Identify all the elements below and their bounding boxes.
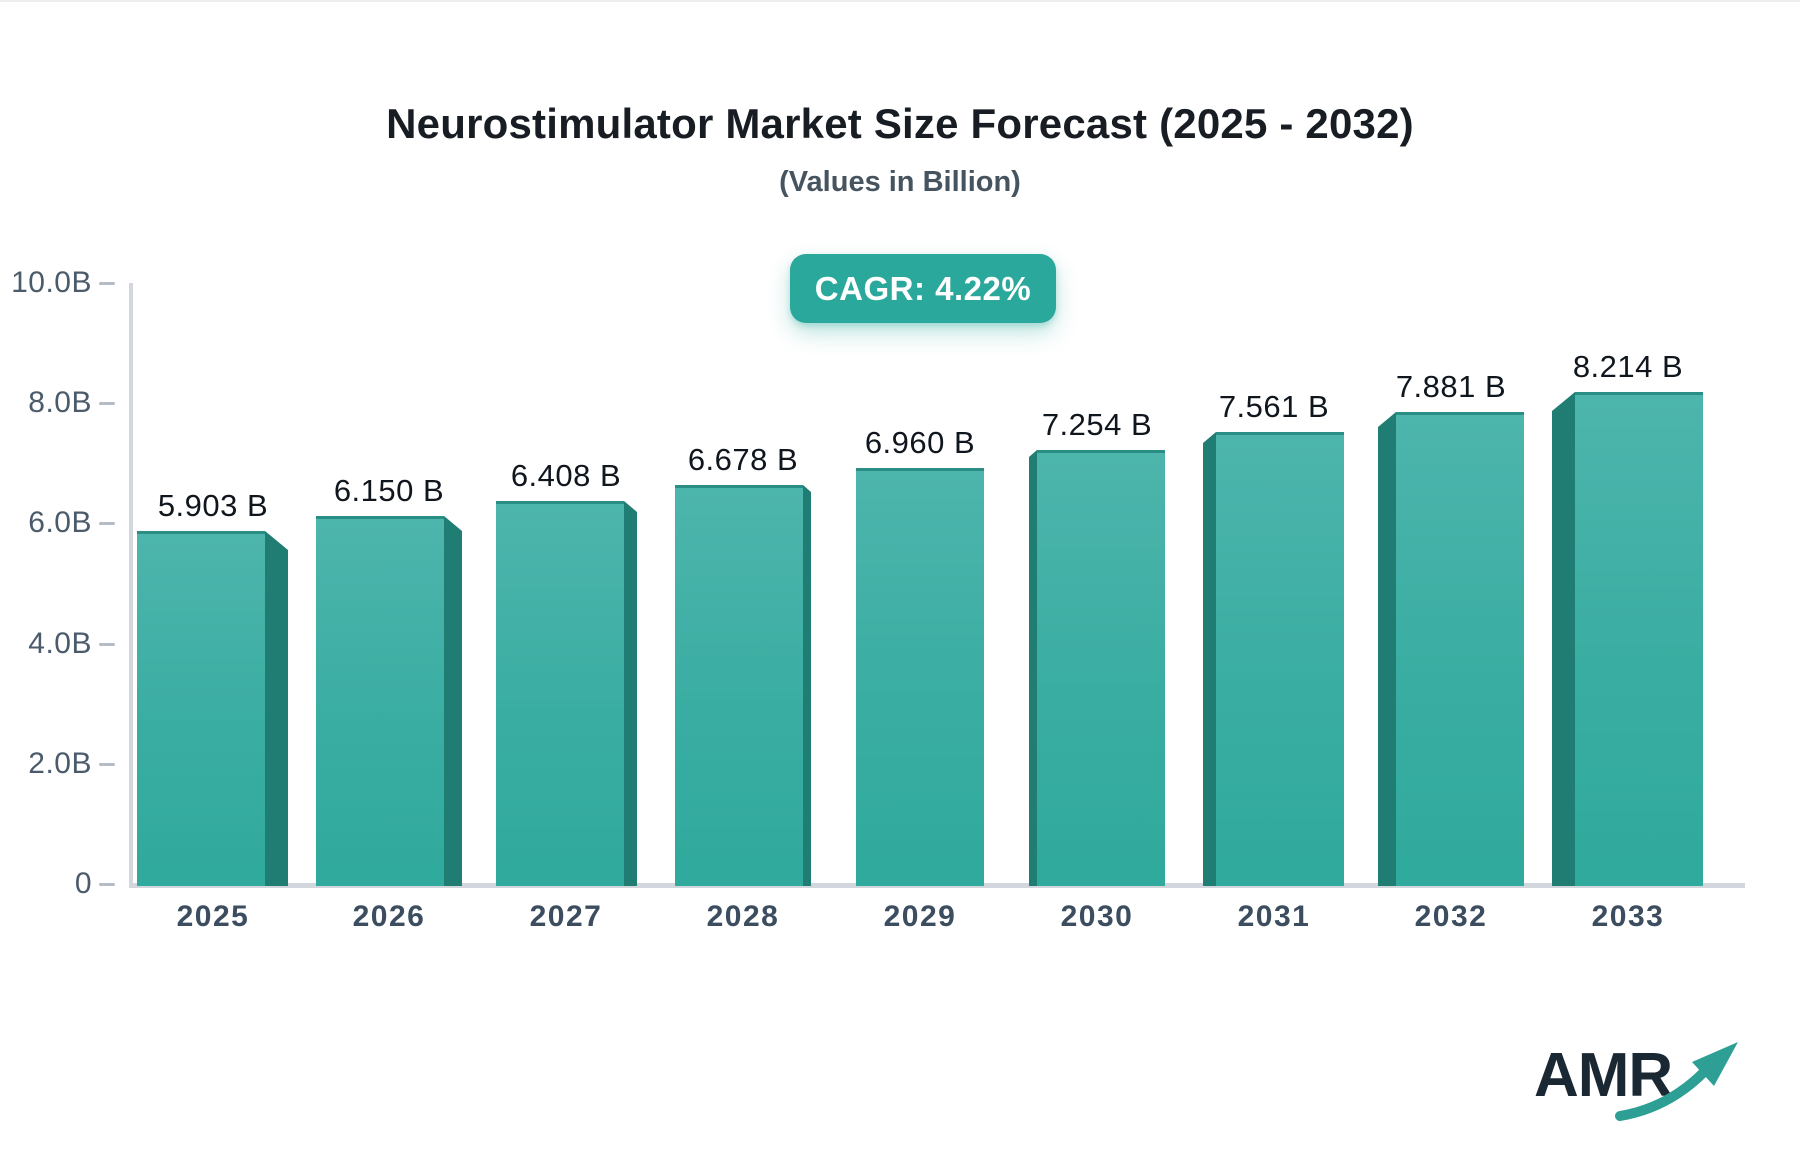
top-border-line (0, 0, 1800, 2)
y-axis-tick (99, 883, 115, 886)
x-axis-category-label: 2032 (1414, 900, 1488, 933)
bar-main-face (316, 516, 444, 886)
bar-value-label: 6.960 B (864, 425, 976, 460)
bar-value-label: 7.881 B (1395, 369, 1507, 404)
y-axis-tick (99, 522, 115, 525)
x-axis-category-label: 2033 (1591, 900, 1665, 933)
y-axis-line (129, 283, 133, 888)
amr-logo-text: AMR (1534, 1041, 1673, 1110)
bar-value-label: 6.150 B (333, 473, 445, 508)
x-axis-category-label: 2029 (883, 900, 957, 933)
x-axis-category-label: 2027 (529, 900, 603, 933)
x-axis-category-label: 2031 (1237, 900, 1311, 933)
bar-main-face (856, 468, 984, 886)
growth-arrow-icon (1615, 1042, 1738, 1121)
y-axis-tick (99, 282, 115, 285)
x-axis-category-label: 2025 (176, 900, 250, 933)
cagr-badge: CAGR: 4.22% (790, 254, 1056, 323)
bar-value-label: 8.214 B (1572, 349, 1684, 384)
bar-side-face (1552, 392, 1575, 886)
bar-side-face (444, 516, 462, 886)
bar-side-face (803, 485, 811, 886)
bar-main-face (1575, 392, 1703, 886)
bar-side-face (1378, 412, 1396, 886)
bar-main-face (1396, 412, 1524, 886)
bar-main-face (1037, 450, 1165, 886)
y-axis-tick (99, 643, 115, 646)
bar-main-face (137, 531, 265, 886)
amr-logo: AMR (1520, 1032, 1740, 1122)
bar-value-label: 7.561 B (1218, 389, 1330, 424)
y-axis-label: 0 (74, 867, 92, 900)
bar-side-face (1029, 450, 1037, 886)
bar-value-label: 6.408 B (510, 458, 622, 493)
bar-value-label: 7.254 B (1041, 407, 1153, 442)
bar-main-face (496, 501, 624, 886)
y-axis-label: 4.0B (28, 627, 92, 660)
y-axis-tick (99, 763, 115, 766)
y-axis-label: 8.0B (28, 386, 92, 419)
y-axis-tick (99, 402, 115, 405)
x-axis-category-label: 2028 (706, 900, 780, 933)
bar-main-face (1216, 432, 1344, 886)
y-axis-label: 6.0B (28, 506, 92, 539)
y-axis-label: 2.0B (28, 747, 92, 780)
cagr-badge-label: CAGR: 4.22% (814, 269, 1032, 307)
chart-title: Neurostimulator Market Size Forecast (20… (386, 100, 1414, 147)
y-axis-label: 10.0B (11, 266, 92, 299)
bar-main-face (675, 485, 803, 886)
x-axis-category-label: 2030 (1060, 900, 1134, 933)
x-axis-category-label: 2026 (352, 900, 426, 933)
chart-subtitle: (Values in Billion) (779, 166, 1021, 198)
bar-side-face (624, 501, 637, 886)
bar-side-face (1203, 432, 1216, 886)
bar-value-label: 5.903 B (157, 488, 269, 523)
bar-value-label: 6.678 B (687, 442, 799, 477)
bar-side-face (265, 531, 288, 886)
